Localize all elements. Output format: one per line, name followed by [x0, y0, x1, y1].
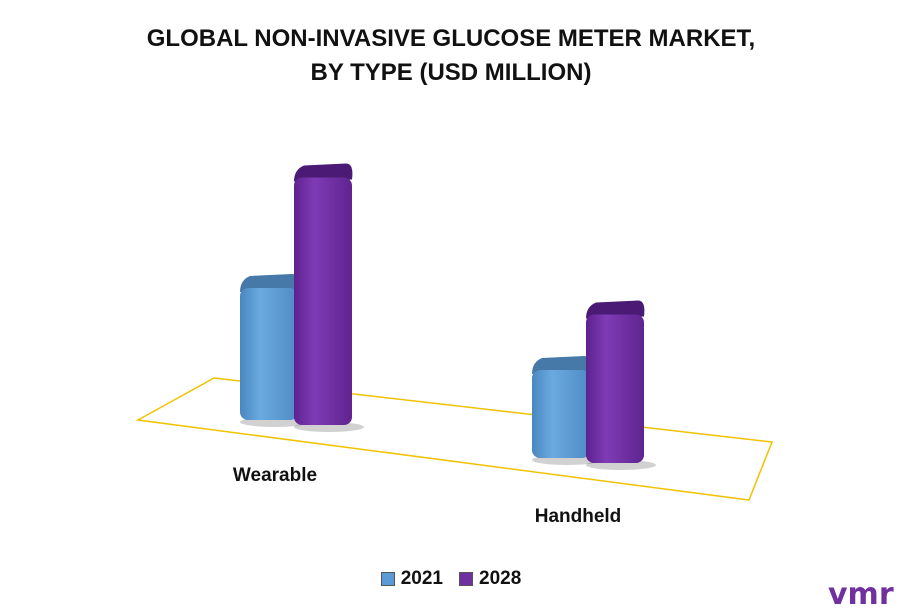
bar-top [586, 300, 645, 319]
vmr-logo: vmr [828, 577, 894, 612]
bar-front [586, 314, 644, 463]
chart-title-line-1: GLOBAL NON-INVASIVE GLUCOSE METER MARKET… [146, 25, 756, 52]
chart-title: GLOBAL NON-INVASIVE GLUCOSE METER MARKET… [0, 22, 902, 90]
bar-wearable-2028 [294, 163, 364, 432]
legend-swatch-2021 [380, 572, 395, 586]
legend-label-2028: 2028 [479, 568, 522, 589]
chart-title-line-2: BY TYPE (USD MILLION) [310, 59, 592, 86]
bar-top [294, 163, 353, 182]
category-label-handheld: Handheld [535, 506, 622, 527]
bar-wearable-2021 [240, 274, 310, 427]
vmr-logo-text: vmr [828, 577, 894, 612]
legend-item-2021: 2021 [380, 568, 443, 590]
bar-top [240, 274, 299, 292]
category-label-wearable: Wearable [233, 465, 317, 486]
bar-front [294, 177, 352, 425]
bar-handheld-2021 [532, 356, 602, 465]
legend-swatch-2028 [459, 572, 473, 586]
bar-handheld-2028 [586, 300, 656, 470]
legend-label-2021: 2021 [400, 568, 443, 589]
legend-item-2028: 2028 [459, 568, 521, 590]
legend: 2021 2028 [0, 568, 902, 590]
bar-top [532, 356, 591, 374]
bar-front [240, 288, 298, 420]
bar-front [532, 370, 590, 458]
